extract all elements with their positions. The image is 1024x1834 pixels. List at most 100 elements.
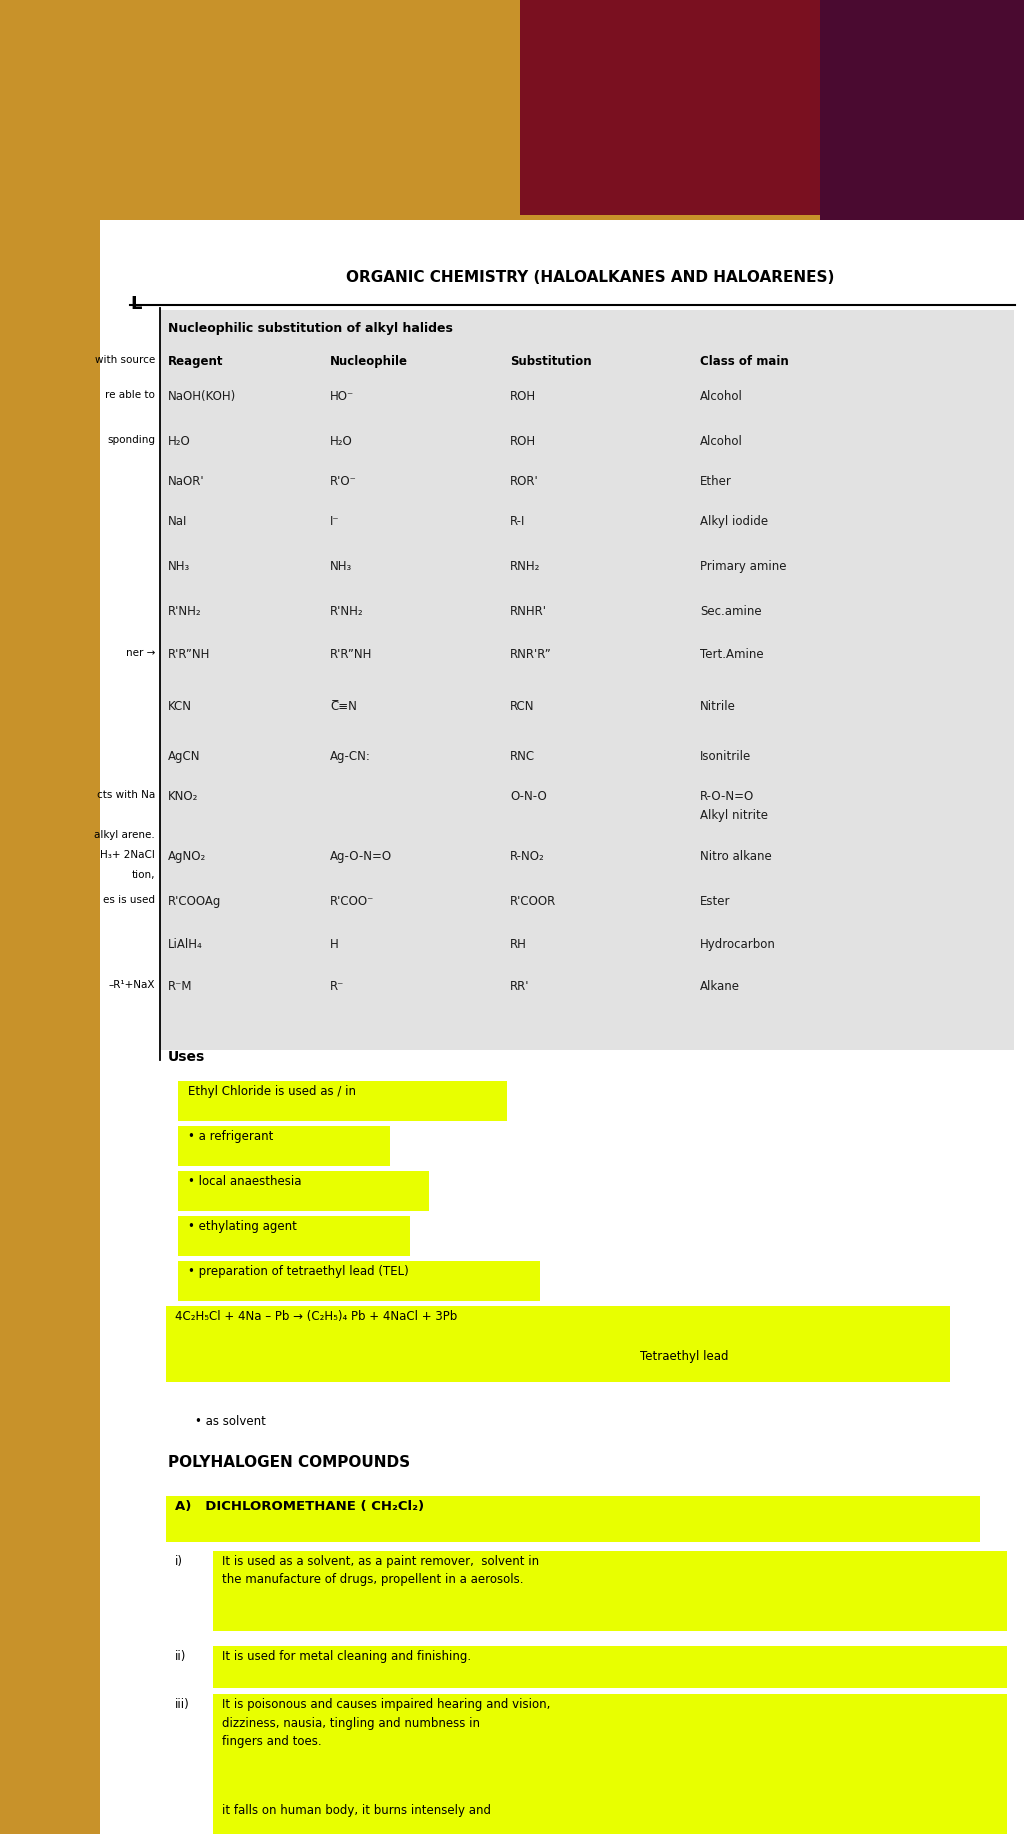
Text: It is used for metal cleaning and finishing.: It is used for metal cleaning and finish… [222, 1651, 471, 1663]
Text: H: H [330, 937, 339, 952]
Text: NaOH(KOH): NaOH(KOH) [168, 391, 237, 403]
Text: Nitro alkane: Nitro alkane [700, 849, 772, 864]
Text: iii): iii) [175, 1698, 189, 1711]
FancyBboxPatch shape [166, 1497, 980, 1542]
Text: NH₃: NH₃ [330, 559, 352, 572]
Text: Nucleophilic substitution of alkyl halides: Nucleophilic substitution of alkyl halid… [168, 323, 453, 336]
Text: i): i) [175, 1555, 183, 1568]
Text: Alkane: Alkane [700, 979, 740, 992]
Text: R⁻M: R⁻M [168, 979, 193, 992]
FancyBboxPatch shape [213, 1552, 1007, 1630]
Text: Uses: Uses [168, 1051, 205, 1064]
Text: ROR': ROR' [510, 475, 539, 488]
Text: ii): ii) [175, 1651, 186, 1663]
Text: with source: with source [95, 356, 155, 365]
Text: R'COO⁻: R'COO⁻ [330, 895, 375, 908]
Text: KCN: KCN [168, 701, 193, 713]
Text: alkyl arene.: alkyl arene. [94, 831, 155, 840]
Text: Tert.Amine: Tert.Amine [700, 647, 764, 660]
Text: Ag-CN:: Ag-CN: [330, 750, 371, 763]
Text: R⁻: R⁻ [330, 979, 344, 992]
Text: R'NH₂: R'NH₂ [168, 605, 202, 618]
Text: es is used: es is used [103, 895, 155, 904]
Text: Substitution: Substitution [510, 356, 592, 369]
Text: Primary amine: Primary amine [700, 559, 786, 572]
FancyBboxPatch shape [213, 1799, 1007, 1834]
Text: R'O⁻: R'O⁻ [330, 475, 357, 488]
Text: HO⁻: HO⁻ [330, 391, 354, 403]
Text: Alcohol: Alcohol [700, 435, 742, 447]
FancyBboxPatch shape [820, 0, 1024, 270]
Text: • preparation of tetraethyl lead (TEL): • preparation of tetraethyl lead (TEL) [188, 1265, 409, 1278]
FancyBboxPatch shape [0, 0, 1024, 260]
Text: R'COOAg: R'COOAg [168, 895, 221, 908]
Text: ner →: ner → [126, 647, 155, 658]
FancyBboxPatch shape [178, 1262, 540, 1300]
Text: • a refrigerant: • a refrigerant [188, 1130, 273, 1143]
FancyBboxPatch shape [520, 0, 1024, 215]
Text: tion,: tion, [131, 869, 155, 880]
Text: I⁻: I⁻ [330, 515, 340, 528]
Text: It is poisonous and causes impaired hearing and vision,
dizziness, nausia, tingl: It is poisonous and causes impaired hear… [222, 1698, 550, 1748]
Text: L: L [130, 295, 141, 314]
Text: R'R”NH: R'R”NH [330, 647, 373, 660]
Text: R-O-N=O
Alkyl nitrite: R-O-N=O Alkyl nitrite [700, 790, 768, 822]
Text: RR': RR' [510, 979, 529, 992]
Text: Ester: Ester [700, 895, 730, 908]
Text: R'COOR: R'COOR [510, 895, 556, 908]
Text: R'NH₂: R'NH₂ [330, 605, 364, 618]
Text: RH: RH [510, 937, 527, 952]
Text: Alkyl iodide: Alkyl iodide [700, 515, 768, 528]
FancyBboxPatch shape [166, 1306, 950, 1383]
Text: Nucleophile: Nucleophile [330, 356, 408, 369]
Text: Hydrocarbon: Hydrocarbon [700, 937, 776, 952]
Text: sponding: sponding [106, 435, 155, 446]
Text: RNH₂: RNH₂ [510, 559, 541, 572]
Text: R-NO₂: R-NO₂ [510, 849, 545, 864]
Text: H₂O: H₂O [168, 435, 190, 447]
Text: POLYHALOGEN COMPOUNDS: POLYHALOGEN COMPOUNDS [168, 1454, 411, 1471]
Text: AgNO₂: AgNO₂ [168, 849, 206, 864]
Text: AgCN: AgCN [168, 750, 201, 763]
Text: NaI: NaI [168, 515, 187, 528]
FancyBboxPatch shape [213, 1695, 1007, 1812]
Text: RNHR': RNHR' [510, 605, 547, 618]
Text: RNC: RNC [510, 750, 536, 763]
Text: Class of main: Class of main [700, 356, 788, 369]
FancyBboxPatch shape [178, 1126, 390, 1166]
Text: RCN: RCN [510, 701, 535, 713]
Text: R'R”NH: R'R”NH [168, 647, 210, 660]
Text: H₂O: H₂O [330, 435, 352, 447]
FancyBboxPatch shape [178, 1216, 410, 1256]
Text: • ethylating agent: • ethylating agent [188, 1220, 297, 1232]
Text: O-N-O: O-N-O [510, 790, 547, 803]
Text: NaOR': NaOR' [168, 475, 205, 488]
Text: Ethyl Chloride is used as / in: Ethyl Chloride is used as / in [188, 1086, 356, 1099]
Text: ROH: ROH [510, 391, 537, 403]
Text: LiAlH₄: LiAlH₄ [168, 937, 203, 952]
Text: ROH: ROH [510, 435, 537, 447]
Text: Reagent: Reagent [168, 356, 223, 369]
Text: RNR'R”: RNR'R” [510, 647, 552, 660]
Text: H₃+ 2NaCl: H₃+ 2NaCl [100, 849, 155, 860]
Text: Isonitrile: Isonitrile [700, 750, 752, 763]
FancyBboxPatch shape [178, 1080, 507, 1121]
Text: R-I: R-I [510, 515, 525, 528]
Text: ORGANIC CHEMISTRY (HALOALKANES AND HALOARENES): ORGANIC CHEMISTRY (HALOALKANES AND HALOA… [346, 270, 835, 284]
Text: A)   DICHLOROMETHANE ( CH₂Cl₂): A) DICHLOROMETHANE ( CH₂Cl₂) [175, 1500, 424, 1513]
Text: NH₃: NH₃ [168, 559, 190, 572]
FancyBboxPatch shape [160, 310, 1014, 1051]
Text: Sec.amine: Sec.amine [700, 605, 762, 618]
FancyBboxPatch shape [213, 1645, 1007, 1687]
Text: C̅≡N: C̅≡N [330, 701, 357, 713]
Text: 4C₂H₅Cl + 4Na – Pb → (C₂H₅)₄ Pb + 4NaCl + 3Pb: 4C₂H₅Cl + 4Na – Pb → (C₂H₅)₄ Pb + 4NaCl … [175, 1309, 458, 1322]
Text: it falls on human body, it burns intensely and: it falls on human body, it burns intense… [222, 1805, 490, 1817]
Text: re able to: re able to [105, 391, 155, 400]
FancyBboxPatch shape [178, 1170, 429, 1210]
Text: Nitrile: Nitrile [700, 701, 736, 713]
FancyBboxPatch shape [100, 220, 1024, 1834]
Text: Ether: Ether [700, 475, 732, 488]
Text: It is used as a solvent, as a paint remover,  solvent in
the manufacture of drug: It is used as a solvent, as a paint remo… [222, 1555, 539, 1586]
Text: KNO₂: KNO₂ [168, 790, 199, 803]
Text: Ag-O-N=O: Ag-O-N=O [330, 849, 392, 864]
